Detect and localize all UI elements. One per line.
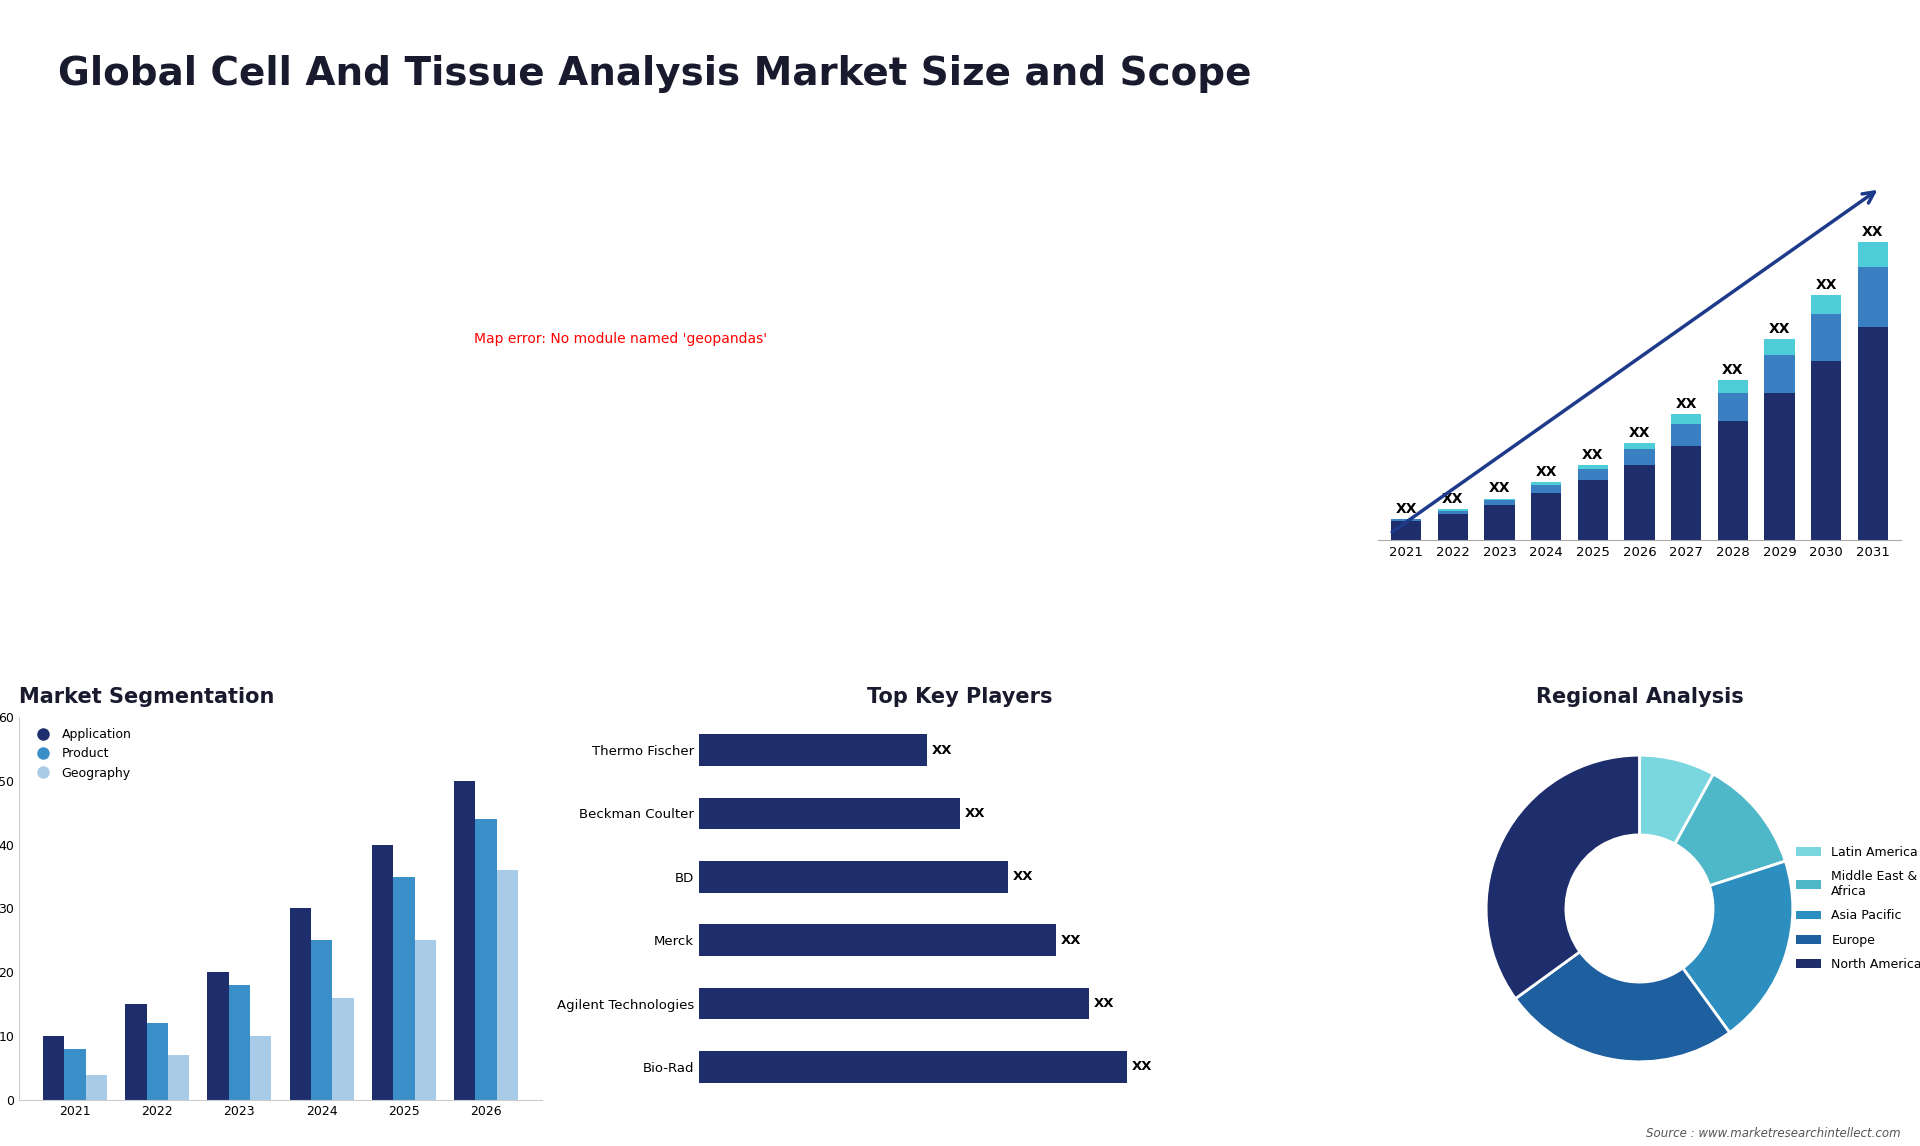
Wedge shape <box>1682 861 1793 1033</box>
Bar <box>699 861 1008 893</box>
Bar <box>372 845 394 1100</box>
Bar <box>476 819 497 1100</box>
Bar <box>699 735 927 766</box>
Bar <box>125 1004 146 1100</box>
Bar <box>1484 505 1515 540</box>
Bar <box>1578 480 1607 540</box>
Bar <box>1438 510 1469 513</box>
Wedge shape <box>1640 755 1713 843</box>
Bar <box>1718 380 1747 393</box>
Bar <box>1764 355 1795 393</box>
Bar <box>65 1049 86 1100</box>
Text: XX: XX <box>1014 870 1033 884</box>
Bar <box>699 1051 1127 1083</box>
Text: XX: XX <box>1536 465 1557 479</box>
Bar <box>1811 361 1841 540</box>
Bar <box>311 941 332 1100</box>
Text: XX: XX <box>966 807 985 819</box>
Text: XX: XX <box>1488 481 1511 495</box>
Wedge shape <box>1515 952 1730 1062</box>
Bar <box>207 973 228 1100</box>
Bar <box>1390 519 1421 521</box>
Bar <box>42 1036 65 1100</box>
Bar <box>699 798 960 830</box>
Bar <box>394 877 415 1100</box>
Bar <box>146 1023 167 1100</box>
Bar <box>1578 464 1607 469</box>
Bar <box>1811 296 1841 314</box>
Bar <box>1670 415 1701 424</box>
Text: XX: XX <box>1442 492 1463 507</box>
Bar <box>1530 482 1561 486</box>
Bar <box>228 986 250 1100</box>
Bar <box>1438 513 1469 540</box>
Bar <box>332 998 353 1100</box>
Text: Market Segmentation: Market Segmentation <box>19 686 275 707</box>
Text: XX: XX <box>1676 398 1697 411</box>
Text: Map error: No module named 'geopandas': Map error: No module named 'geopandas' <box>474 332 766 346</box>
Text: XX: XX <box>1628 425 1649 440</box>
Bar <box>1578 469 1607 480</box>
Text: Source : www.marketresearchintellect.com: Source : www.marketresearchintellect.com <box>1645 1128 1901 1140</box>
Bar <box>1811 314 1841 361</box>
Bar <box>1484 499 1515 501</box>
Text: XX: XX <box>1133 1060 1152 1074</box>
Text: XX: XX <box>1582 448 1603 462</box>
Bar <box>415 941 436 1100</box>
Bar <box>1718 393 1747 421</box>
Bar <box>1530 493 1561 540</box>
Bar <box>699 925 1056 956</box>
Bar <box>1624 449 1655 464</box>
Bar <box>1764 339 1795 355</box>
Bar <box>290 909 311 1100</box>
Bar <box>1718 421 1747 540</box>
Text: Global Cell And Tissue Analysis Market Size and Scope: Global Cell And Tissue Analysis Market S… <box>58 55 1252 94</box>
Bar <box>699 988 1089 1020</box>
Bar <box>1624 442 1655 449</box>
Bar <box>1764 393 1795 540</box>
Bar <box>250 1036 271 1100</box>
Bar <box>1859 327 1887 540</box>
Title: Regional Analysis: Regional Analysis <box>1536 686 1743 707</box>
Circle shape <box>1567 835 1713 982</box>
Bar <box>1670 446 1701 540</box>
Text: XX: XX <box>931 744 952 756</box>
Bar <box>1859 267 1887 327</box>
Bar <box>453 780 476 1100</box>
Bar <box>86 1075 108 1100</box>
Bar <box>1859 242 1887 267</box>
Bar <box>1484 501 1515 505</box>
Text: XX: XX <box>1862 225 1884 238</box>
Bar <box>497 870 518 1100</box>
Text: XX: XX <box>1816 278 1837 292</box>
Bar <box>1530 486 1561 493</box>
Bar <box>1390 521 1421 540</box>
Bar <box>1624 464 1655 540</box>
Wedge shape <box>1674 775 1786 886</box>
Bar <box>1670 424 1701 446</box>
Title: Top Key Players: Top Key Players <box>868 686 1052 707</box>
Legend: Latin America, Middle East &
Africa, Asia Pacific, Europe, North America: Latin America, Middle East & Africa, Asi… <box>1791 841 1920 976</box>
Text: XX: XX <box>1094 997 1114 1010</box>
Text: XX: XX <box>1722 363 1743 377</box>
Bar <box>1438 509 1469 510</box>
Bar <box>167 1055 190 1100</box>
Legend: Application, Product, Geography: Application, Product, Geography <box>25 723 136 785</box>
Text: XX: XX <box>1396 502 1417 516</box>
Wedge shape <box>1486 755 1640 998</box>
Text: XX: XX <box>1060 934 1081 947</box>
Text: XX: XX <box>1768 322 1789 336</box>
